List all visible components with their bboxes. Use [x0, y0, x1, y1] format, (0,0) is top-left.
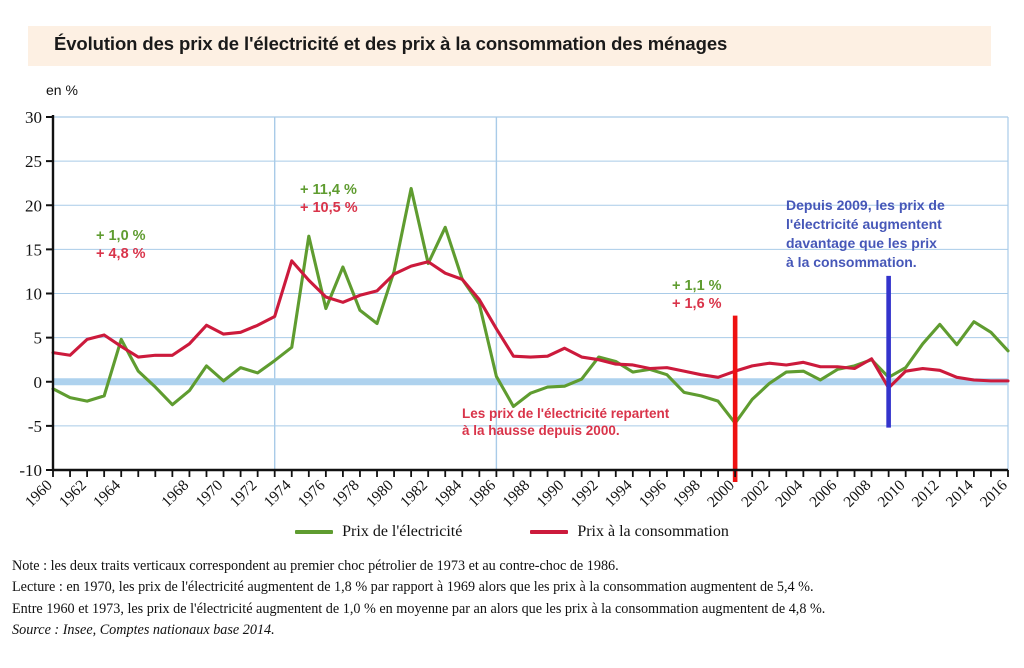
annotation-2009-note: Depuis 2009, les prix de l'électricité a… — [786, 196, 1001, 272]
series-line-consumption — [51, 259, 1010, 390]
legend-label-electricity: Prix de l'électricité — [342, 523, 463, 540]
x-tick-label: 1998 — [670, 477, 704, 511]
x-tick-label: 1970 — [192, 477, 226, 511]
x-tick-label: 1990 — [533, 477, 567, 511]
footnotes: Note : les deux traits verticaux corresp… — [12, 556, 1017, 641]
annotation-1986-consumption: + 1,6 % — [672, 296, 722, 313]
x-tick-label: 2004 — [772, 477, 806, 511]
y-tick-label: -5 — [28, 417, 42, 436]
x-tick-label: 1962 — [56, 477, 90, 511]
annotation-1960-1973: + 1,0 % + 4,8 % — [96, 227, 146, 263]
legend-swatch-electricity — [295, 530, 334, 534]
annotation-2009-line2: l'électricité augmentent — [786, 215, 942, 232]
annotation-1986-electricity: + 1,1 % — [672, 278, 722, 294]
x-tick-label: 1976 — [295, 477, 329, 511]
y-tick-label: -10 — [19, 461, 42, 480]
title-band — [28, 26, 991, 66]
x-tick-label: 2010 — [875, 477, 909, 511]
annotation-1960-electricity: + 1,0 % — [96, 228, 146, 244]
footnote-lecture: Lecture : en 1970, les prix de l'électri… — [12, 579, 814, 596]
x-tick-label: 1986 — [465, 477, 499, 511]
x-tick-label: 1988 — [499, 477, 533, 511]
x-tick-label: 2002 — [738, 477, 772, 511]
x-tick-label: 2006 — [806, 477, 840, 511]
annotation-2000-line2: à la hausse depuis 2000. — [462, 422, 620, 438]
annotation-2000-line1: Les prix de l'électricité repartent — [462, 406, 670, 421]
annotation-1974-consumption: + 10,5 % — [300, 200, 358, 217]
x-tick-label: 1972 — [227, 477, 261, 511]
x-tick-label: 1980 — [363, 477, 397, 511]
y-tick-label: 20 — [25, 196, 42, 215]
x-tick-label: 1968 — [158, 477, 192, 511]
annotation-1974-electricity: + 11,4 % — [300, 182, 357, 198]
chart-area: -10 -5 0 5 10 15 20 25 30 1960 1962 1964 1968 1970 197… — [19, 108, 1011, 511]
y-tick-label: 10 — [25, 285, 42, 304]
annotation-1986-2016: + 1,1 % + 1,6 % — [672, 277, 722, 313]
y-tick-label: 0 — [34, 373, 43, 392]
x-tick-label: 1984 — [431, 477, 465, 511]
legend-item-consumption[interactable]: Prix à la consommation — [530, 523, 729, 541]
y-tick-label: 15 — [25, 240, 42, 259]
x-tick-label: 1960 — [22, 477, 56, 511]
chart-legend: Prix de l'électricité Prix à la consomma… — [0, 523, 1024, 541]
annotation-2009-line3: davantage que les prix — [786, 234, 937, 251]
x-tick-label: 2014 — [943, 477, 977, 511]
x-tick-label: 1964 — [90, 477, 124, 511]
annotation-2009-line4: à la consommation. — [786, 253, 917, 270]
footnote-source: Source : Insee, Comptes nationaux base 2… — [12, 621, 275, 638]
y-tick-label: 5 — [34, 329, 43, 348]
x-tick-label: 1978 — [329, 477, 363, 511]
page-title: Évolution des prix de l'électricité et d… — [54, 33, 728, 54]
footnote-note: Note : les deux traits verticaux corresp… — [12, 558, 619, 574]
y-axis-unit-label: en % — [46, 82, 78, 98]
y-tick-label: 25 — [25, 152, 42, 171]
legend-item-electricity[interactable]: Prix de l'électricité — [295, 523, 462, 541]
x-tick-label: 1994 — [602, 477, 636, 511]
y-tick-label: 30 — [25, 108, 42, 127]
annotation-2009-line1: Depuis 2009, les prix de — [786, 197, 945, 213]
x-tick-label: 2016 — [977, 477, 1011, 511]
annotation-2000-note: Les prix de l'électricité repartent à la… — [462, 406, 732, 440]
x-tick-label: 1982 — [397, 477, 431, 511]
x-tick-label: 2012 — [909, 477, 943, 511]
x-tick-label: 1992 — [568, 477, 602, 511]
footnote-moyenne: Entre 1960 et 1973, les prix de l'électr… — [12, 600, 826, 617]
x-tick-label: 1996 — [636, 477, 670, 511]
annotation-1974-1985: + 11,4 % + 10,5 % — [300, 181, 358, 217]
x-tick-label: 1974 — [261, 477, 295, 511]
legend-label-consumption: Prix à la consommation — [577, 523, 729, 540]
legend-swatch-consumption — [530, 530, 569, 534]
annotation-1960-consumption: + 4,8 % — [96, 246, 146, 263]
x-tick-label: 2008 — [840, 477, 874, 511]
